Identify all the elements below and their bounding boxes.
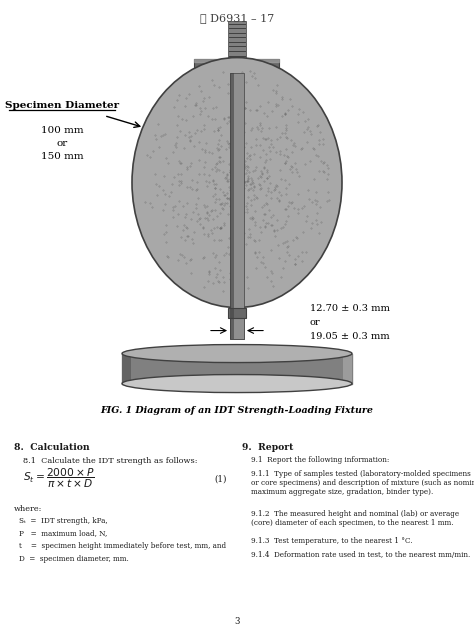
Text: 9.1.4  Deformation rate used in test, to the nearest mm/min.: 9.1.4 Deformation rate used in test, to …	[251, 551, 470, 559]
Polygon shape	[228, 20, 246, 58]
Text: Specimen Diameter: Specimen Diameter	[5, 101, 119, 110]
Text: 8.  Calculation: 8. Calculation	[14, 443, 90, 452]
Polygon shape	[122, 354, 131, 384]
Polygon shape	[230, 72, 244, 339]
Polygon shape	[230, 72, 234, 339]
Text: 9.1.3  Test temperature, to the nearest 1 °C.: 9.1.3 Test temperature, to the nearest 1…	[251, 538, 412, 545]
Text: P   =  maximum load, N,: P = maximum load, N,	[18, 529, 107, 538]
Text: Ⓜ D6931 – 17: Ⓜ D6931 – 17	[200, 13, 274, 23]
Ellipse shape	[132, 58, 342, 307]
Polygon shape	[230, 72, 244, 339]
Text: D  =  specimen diameter, mm.: D = specimen diameter, mm.	[18, 555, 128, 563]
Polygon shape	[343, 354, 352, 384]
Text: 3: 3	[234, 617, 240, 626]
Polygon shape	[230, 72, 234, 339]
Text: 9.1  Report the following information:: 9.1 Report the following information:	[251, 456, 389, 464]
Text: $S_t = \dfrac{2000 \times P}{\pi \times t \times D}$: $S_t = \dfrac{2000 \times P}{\pi \times …	[23, 467, 95, 491]
Text: 9.  Report: 9. Report	[242, 443, 293, 452]
Polygon shape	[228, 307, 246, 318]
Ellipse shape	[122, 344, 352, 363]
Text: 9.1.2  The measured height and nominal (lab) or average
(core) diameter of each : 9.1.2 The measured height and nominal (l…	[251, 510, 459, 527]
Text: 8.1  Calculate the IDT strength as follows:: 8.1 Calculate the IDT strength as follow…	[23, 458, 198, 465]
Text: where:: where:	[14, 505, 42, 512]
Text: Sₜ  =  IDT strength, kPa,: Sₜ = IDT strength, kPa,	[18, 517, 107, 525]
Ellipse shape	[122, 375, 352, 392]
Text: FIG. 1 Diagram of an IDT Strength-Loading Fixture: FIG. 1 Diagram of an IDT Strength-Loadin…	[100, 406, 374, 415]
Text: (1): (1)	[214, 474, 227, 483]
Text: 100 mm
or
150 mm: 100 mm or 150 mm	[41, 126, 83, 161]
Text: t    =  specimen height immediately before test, mm, and: t = specimen height immediately before t…	[18, 542, 226, 550]
Text: 12.70 ± 0.3 mm
or
19.05 ± 0.3 mm: 12.70 ± 0.3 mm or 19.05 ± 0.3 mm	[310, 304, 390, 341]
Text: 9.1.1  Type of samples tested (laboratory-molded specimens
or core specimens) an: 9.1.1 Type of samples tested (laboratory…	[251, 470, 474, 496]
Polygon shape	[194, 58, 280, 72]
